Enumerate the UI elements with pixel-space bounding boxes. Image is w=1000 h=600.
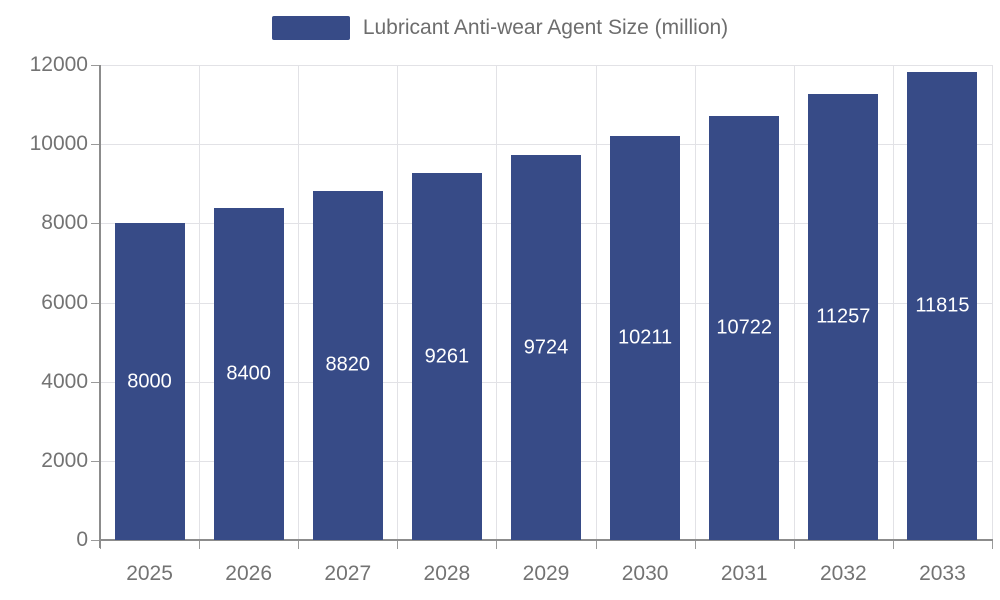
gridline-vertical	[397, 65, 399, 540]
y-axis-line	[99, 65, 101, 548]
bar	[808, 94, 879, 540]
y-axis-tick	[91, 381, 100, 383]
x-axis-tick	[793, 540, 795, 549]
gridline-vertical	[496, 65, 498, 540]
bar-value-label: 8000	[127, 370, 172, 393]
x-axis-line	[99, 539, 993, 541]
x-axis-tick	[199, 540, 201, 549]
x-axis-tick	[694, 540, 696, 549]
x-tick-label: 2026	[225, 562, 273, 585]
gridline-vertical	[298, 65, 300, 540]
y-axis-tick	[91, 223, 100, 225]
legend-label: Lubricant Anti-wear Agent Size (million)	[362, 16, 729, 39]
x-tick-label: 2032	[819, 562, 867, 585]
x-tick-label: 2030	[621, 562, 669, 585]
bar	[709, 115, 780, 540]
bar	[312, 190, 383, 540]
x-axis-tick	[595, 540, 597, 549]
legend-swatch-icon	[271, 16, 350, 40]
bar	[610, 135, 681, 540]
gridline-vertical	[793, 65, 795, 540]
bar-value-label: 9261	[424, 345, 470, 368]
x-tick-label: 2031	[720, 562, 768, 585]
bar	[907, 72, 978, 540]
gridline-vertical	[892, 65, 894, 540]
x-tick-label: 2033	[919, 562, 966, 585]
gridline-vertical	[992, 65, 993, 540]
bar-value-label: 10211	[618, 326, 673, 349]
y-tick-label: 2000	[41, 448, 88, 472]
x-tick-label: 2029	[522, 562, 570, 585]
x-axis-tick	[298, 540, 300, 549]
y-axis-tick	[91, 144, 100, 146]
x-tick-label: 2025	[126, 562, 173, 585]
gridline-vertical	[199, 65, 201, 540]
y-axis-tick	[91, 65, 100, 66]
y-tick-label: 12000	[29, 53, 88, 76]
x-axis-tick	[496, 540, 498, 549]
y-tick-label: 0	[76, 528, 88, 551]
bar	[411, 173, 482, 540]
x-axis-tick	[892, 540, 894, 549]
y-tick-label: 4000	[41, 369, 88, 393]
bar-value-label: 8400	[226, 362, 271, 385]
gridline-horizontal	[100, 144, 992, 146]
x-tick-label: 2028	[423, 562, 471, 585]
x-tick-label: 2027	[324, 562, 372, 585]
y-tick-label: 10000	[29, 132, 88, 156]
bar-value-label: 8820	[325, 353, 371, 376]
bar	[511, 155, 581, 540]
y-tick-label: 6000	[41, 290, 88, 314]
x-axis-tick	[397, 540, 399, 549]
y-tick-label: 8000	[41, 211, 88, 235]
x-axis-tick	[992, 540, 993, 549]
gridline-horizontal	[100, 65, 992, 66]
legend[interactable]: Lubricant Anti-wear Agent Size (million)	[0, 16, 1000, 40]
bar	[213, 207, 284, 540]
gridline-vertical	[595, 65, 597, 540]
bar-value-label: 11257	[816, 305, 871, 328]
y-axis-tick	[91, 302, 100, 304]
bar-value-label: 9724	[523, 336, 569, 359]
y-axis-tick	[91, 460, 100, 462]
bar-value-label: 11815	[915, 294, 970, 317]
bar	[114, 223, 185, 540]
bar-value-label: 10722	[716, 316, 773, 339]
gridline-vertical	[694, 65, 696, 540]
y-axis-tick	[91, 540, 100, 541]
